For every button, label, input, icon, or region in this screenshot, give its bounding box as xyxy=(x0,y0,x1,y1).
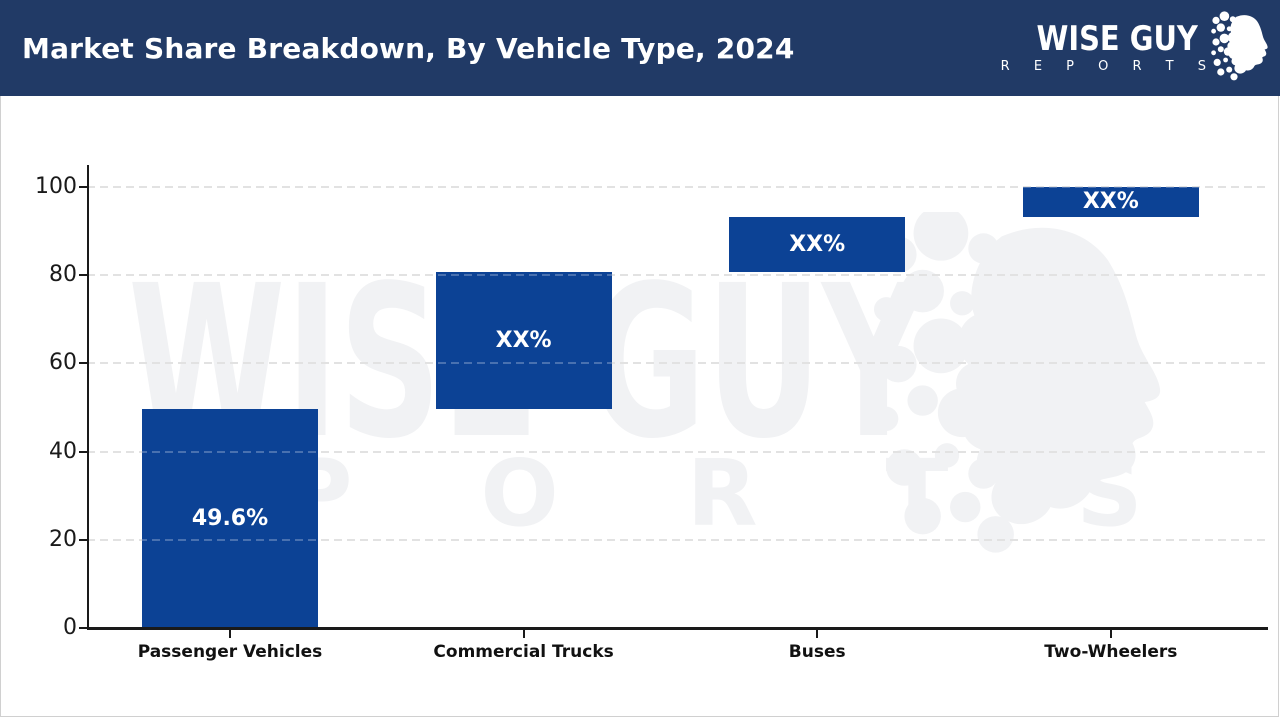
x-axis-category-label: Two-Wheelers xyxy=(1044,642,1178,662)
x-axis-tick xyxy=(816,630,819,638)
y-axis-tick xyxy=(79,186,87,188)
y-axis-tick-label: 80 xyxy=(49,262,77,288)
x-axis-line xyxy=(87,627,1268,630)
x-axis-category-label: Buses xyxy=(788,642,846,662)
gridline-overlay xyxy=(87,362,1268,365)
gridline-overlay xyxy=(87,186,1268,188)
wiseguy-logo: WISE GUY R E P O R T S xyxy=(1001,8,1270,88)
y-axis-tick xyxy=(79,362,87,365)
gridline xyxy=(87,274,1268,277)
gridline-overlay xyxy=(87,274,1268,277)
gridline xyxy=(87,538,1268,541)
logo-text: WISE GUY R E P O R T S xyxy=(1001,22,1206,74)
y-axis-tick-label: 40 xyxy=(49,438,77,464)
y-axis-tick xyxy=(79,538,87,541)
y-axis-tick-label: 20 xyxy=(49,526,77,552)
logo-wordmark: WISE GUY xyxy=(1036,19,1199,59)
bar-segment: XX% xyxy=(1022,187,1199,217)
y-axis-tick xyxy=(79,450,87,453)
bar-value-label: 49.6% xyxy=(191,506,269,532)
y-axis-tick-label: 100 xyxy=(35,174,77,199)
gridline xyxy=(87,362,1268,365)
x-axis-category-label: Passenger Vehicles xyxy=(137,642,323,662)
logo-face-icon xyxy=(1211,11,1268,81)
y-axis-tick-label: 0 xyxy=(63,615,77,640)
chart-title: Market Share Breakdown, By Vehicle Type,… xyxy=(22,31,795,65)
gridline xyxy=(87,186,1268,188)
gridline xyxy=(87,450,1268,453)
logo-subtext: R E P O R T S xyxy=(1000,59,1216,74)
x-axis-tick xyxy=(1109,630,1112,638)
x-axis-tick xyxy=(229,630,231,638)
x-axis-tick xyxy=(522,630,525,638)
bar-segment: XX% xyxy=(729,216,906,272)
bar-value-label: XX% xyxy=(1082,189,1139,215)
y-axis-tick-label: 60 xyxy=(49,350,77,376)
bar-segment: 49.6% xyxy=(142,409,318,628)
bar-value-label: XX% xyxy=(495,327,552,353)
y-axis-tick xyxy=(79,274,87,277)
gridline-overlay xyxy=(87,538,1268,541)
gridline-overlay xyxy=(87,450,1268,453)
header-bar: Market Share Breakdown, By Vehicle Type,… xyxy=(0,0,1280,96)
y-axis-tick xyxy=(79,627,87,629)
bar-segment: XX% xyxy=(435,271,612,410)
bar-value-label: XX% xyxy=(789,231,846,257)
x-axis-category-label: Commercial Trucks xyxy=(433,642,614,662)
watermark-face-icon xyxy=(874,212,1161,553)
y-axis-line xyxy=(87,164,89,630)
